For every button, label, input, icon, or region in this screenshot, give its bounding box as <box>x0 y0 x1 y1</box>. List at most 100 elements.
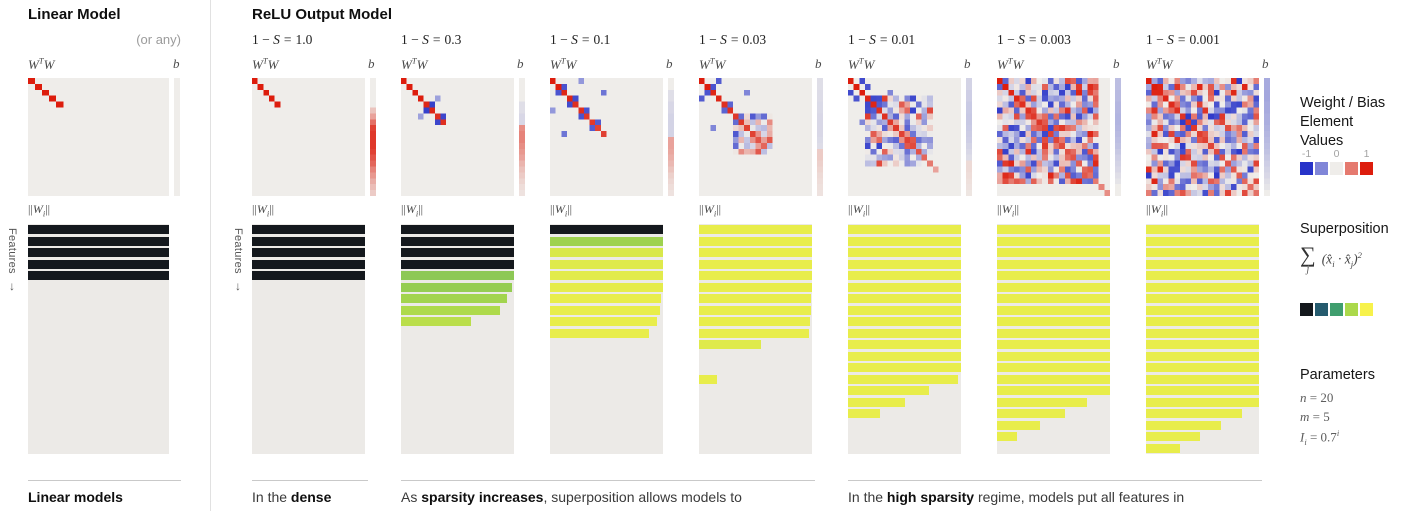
feature-norm-row <box>997 362 1110 374</box>
feature-norm-row <box>550 431 663 443</box>
feature-norm-bar <box>997 420 1040 430</box>
feature-norm-bar <box>401 225 514 235</box>
wtw-label-slot: WTW <box>550 56 576 74</box>
feature-norm-chart <box>997 224 1110 454</box>
feature-norm-row <box>848 420 961 432</box>
feature-norm-bar <box>1146 432 1201 442</box>
feature-norm-bar <box>699 282 812 292</box>
bias-label: b <box>964 56 971 71</box>
feature-norm-bar <box>997 271 1110 281</box>
feature-norm-row <box>28 282 169 294</box>
feature-norm-bar <box>1146 317 1259 327</box>
feature-norm-bar <box>997 351 1110 361</box>
feature-norm-chart <box>252 224 365 454</box>
sparsity-label: 1 − S = 0.003 <box>997 32 1071 47</box>
feature-norm-bar <box>28 259 169 269</box>
feature-norm-row <box>28 236 169 248</box>
feature-norm-row <box>28 293 169 305</box>
feature-norm-row <box>997 443 1110 455</box>
weight-norm-label-slot: ||Wi|| <box>252 200 274 218</box>
feature-norm-row <box>997 420 1110 432</box>
feature-norm-bar <box>550 294 661 304</box>
feature-norm-row <box>28 408 169 420</box>
feature-norm-row <box>848 351 961 363</box>
feature-norm-row <box>1146 362 1259 374</box>
linear-title: Linear Model <box>28 6 121 23</box>
feature-norm-bar <box>401 305 501 315</box>
feature-norm-row <box>699 408 812 420</box>
weight-norm-label: ||Wi|| <box>699 202 721 219</box>
wtw-label-slot: WTW <box>848 56 874 74</box>
feature-norm-row <box>401 397 514 409</box>
feature-norm-row <box>848 305 961 317</box>
feature-norm-row <box>28 420 169 432</box>
feature-norm-bar <box>252 259 365 269</box>
feature-norm-bar <box>401 259 514 269</box>
feature-norm-bar <box>1146 340 1259 350</box>
feature-norm-row <box>699 224 812 236</box>
feature-norm-row <box>848 408 961 420</box>
feature-norm-bar <box>848 340 961 350</box>
weight-norm-label: ||Wi|| <box>28 200 50 218</box>
feature-norm-row <box>699 431 812 443</box>
feature-norm-bar <box>848 305 961 315</box>
feature-norm-row <box>1146 316 1259 328</box>
feature-norm-row <box>997 339 1110 351</box>
formula-body: (x̂i · x̂j)2 <box>1321 249 1362 270</box>
feature-norm-bar <box>401 294 508 304</box>
colorbar-swatch <box>1360 162 1373 175</box>
feature-norm-row <box>401 282 514 294</box>
feature-norm-row <box>997 374 1110 386</box>
feature-norm-row <box>997 247 1110 259</box>
colorbar-tick: 0 <box>1333 148 1340 160</box>
feature-norm-bar <box>1146 420 1221 430</box>
colorbar-swatch <box>1300 162 1313 175</box>
feature-norm-row <box>401 328 514 340</box>
feature-norm-row <box>699 247 812 259</box>
colorbar-swatch <box>1330 162 1343 175</box>
feature-norm-row <box>401 305 514 317</box>
wtw-heatmap <box>28 78 169 196</box>
feature-norm-row <box>997 270 1110 282</box>
wtw-label: WTW <box>252 56 279 73</box>
feature-norm-bar <box>1146 363 1259 373</box>
sparsity-label: 1 − S = 0.01 <box>848 32 916 47</box>
feature-norm-row <box>252 328 365 340</box>
feature-norm-bar <box>848 294 961 304</box>
feature-norm-bar <box>848 271 961 281</box>
colorbar-swatch <box>1300 303 1313 316</box>
features-axis-label: Features <box>232 228 244 274</box>
feature-norm-row <box>252 224 365 236</box>
bias-column <box>174 78 180 196</box>
wtw-heatmap <box>1146 78 1259 196</box>
feature-norm-row <box>848 385 961 397</box>
feature-norm-row <box>28 247 169 259</box>
feature-norm-row <box>28 385 169 397</box>
feature-norm-row <box>1146 351 1259 363</box>
feature-norm-bar <box>848 248 961 258</box>
feature-norm-bar <box>401 317 472 327</box>
feature-norm-row <box>28 362 169 374</box>
feature-norm-bar <box>550 225 663 235</box>
feature-norm-row <box>848 397 961 409</box>
wtw-label: WTW <box>550 56 577 73</box>
feature-norm-row <box>401 385 514 397</box>
weight-norm-label: ||Wi|| <box>252 202 274 219</box>
feature-norm-bar <box>997 409 1065 419</box>
parameters-title: Parameters <box>1300 367 1375 383</box>
feature-norm-bar <box>848 409 880 419</box>
feature-norm-row <box>401 443 514 455</box>
wtw-label: WTW <box>28 56 54 74</box>
weight-norm-label-slot: ||Wi|| <box>997 200 1019 218</box>
feature-norm-bar <box>28 236 169 246</box>
bias-label: b <box>173 56 180 71</box>
feature-norm-row <box>550 224 663 236</box>
feature-norm-row <box>550 420 663 432</box>
linear-subtitle: (or any) <box>136 32 181 47</box>
colorbar-swatch <box>1315 303 1328 316</box>
feature-norm-bar <box>848 328 961 338</box>
weight-colorbar-ticks: -1 0 1 <box>1300 148 1373 160</box>
caption-rule <box>848 480 1262 481</box>
feature-norm-bar <box>1146 328 1259 338</box>
